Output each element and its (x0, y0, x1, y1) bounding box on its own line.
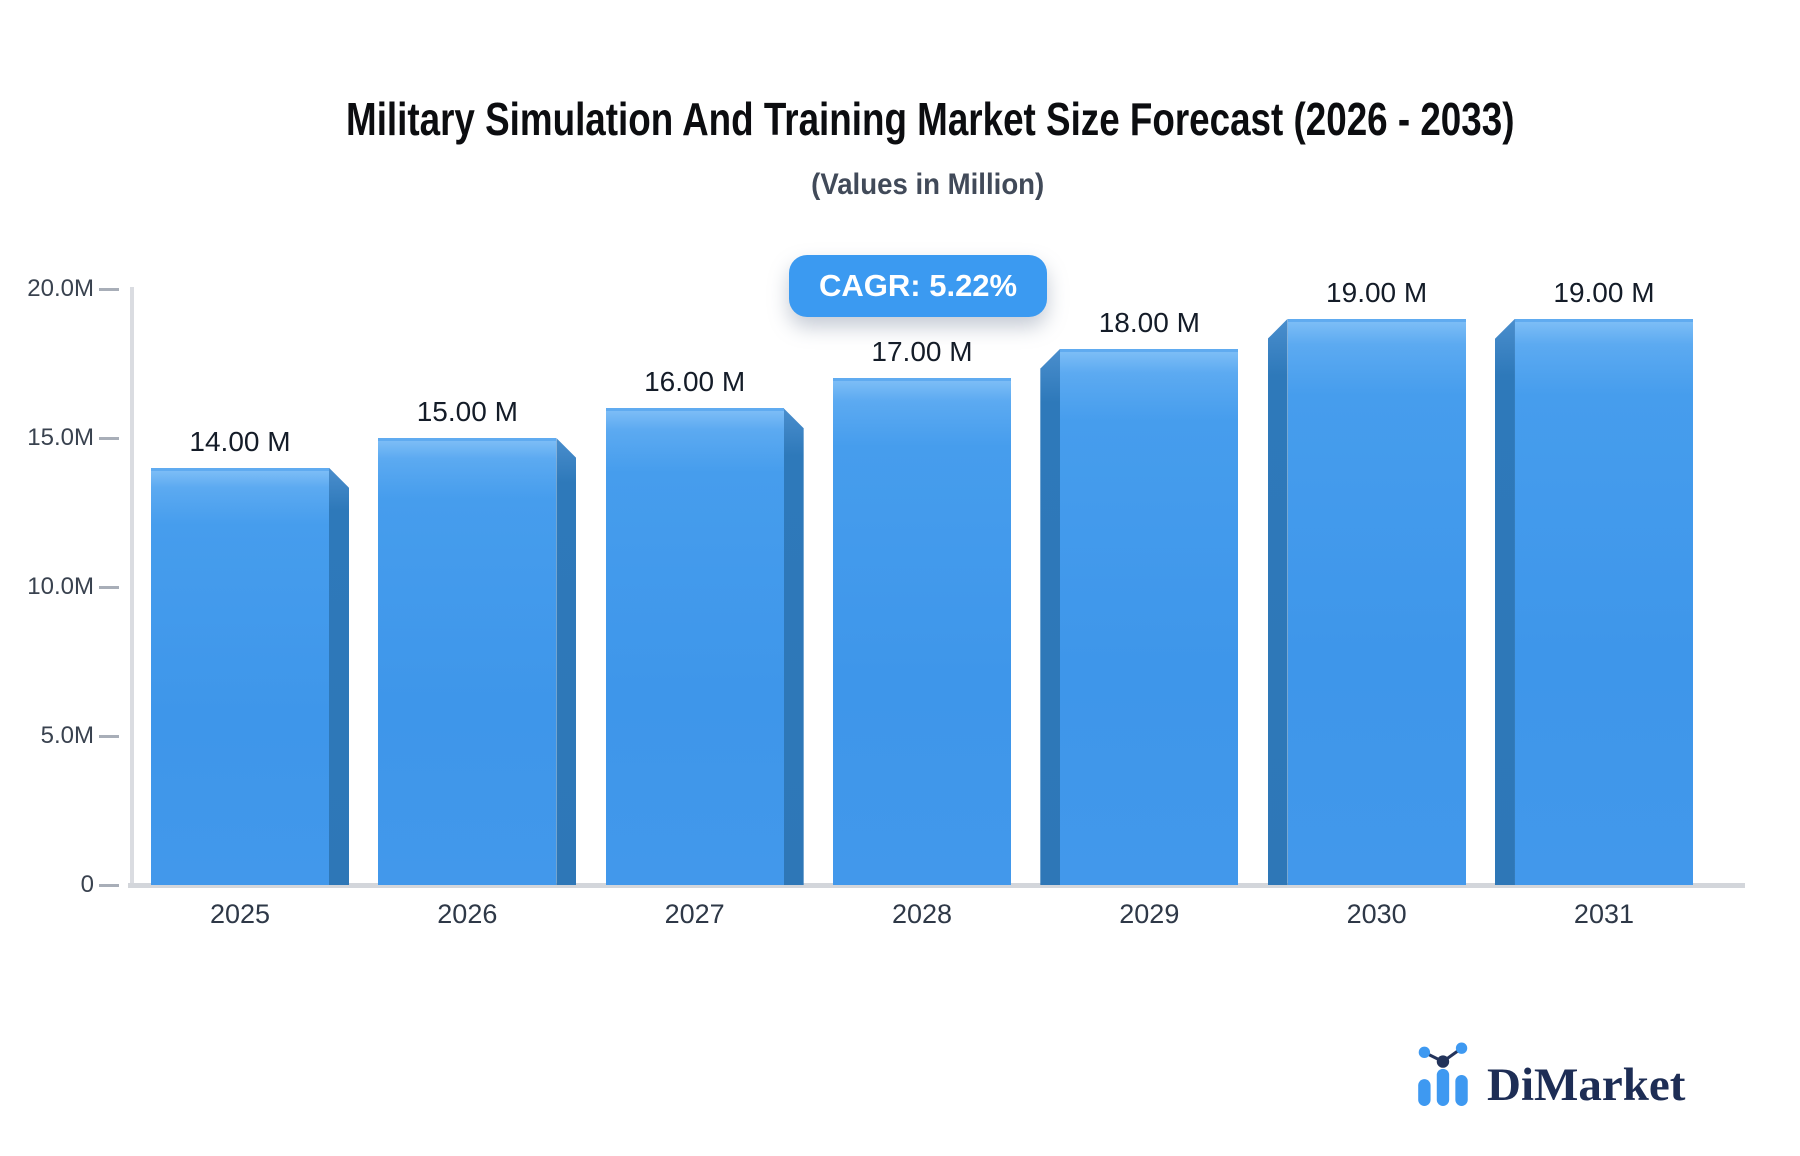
bar-2029 (1060, 348, 1239, 885)
bar-value-label: 19.00 M (1326, 276, 1428, 308)
bar-side-face (1040, 348, 1061, 885)
y-axis-line (130, 287, 134, 887)
bar-2025 (151, 467, 329, 885)
y-tick-label: 5.0M (40, 722, 94, 749)
bar-side-face (556, 438, 577, 885)
y-tick-label: 20.0M (27, 275, 94, 302)
bar-2031 (1514, 318, 1693, 885)
chart-title: Military Simulation And Training Market … (345, 93, 1515, 145)
y-tick-label: 10.0M (27, 573, 94, 600)
bar-value-label: 16.00 M (644, 366, 746, 398)
bar-side-face (783, 408, 804, 885)
x-axis-label: 2025 (209, 899, 271, 929)
y-tick (99, 883, 119, 887)
y-tick (99, 734, 119, 738)
x-axis-label: 2030 (1346, 899, 1407, 929)
bar-side-face (1267, 318, 1288, 885)
y-tick-label: 15.0M (27, 424, 94, 451)
y-tick (99, 287, 119, 291)
brand-logo-icon (1418, 1042, 1468, 1106)
x-axis-label: 2026 (437, 899, 498, 929)
bar-2027 (605, 408, 784, 885)
y-tick-label: 0 (80, 871, 94, 898)
bar-2030 (1287, 318, 1466, 885)
bar-2028 (832, 378, 1011, 885)
cagr-badge: CAGR: 5.22% (789, 255, 1048, 317)
bar-value-label: 17.00 M (871, 336, 973, 368)
y-tick (99, 585, 119, 589)
bar-value-label: 18.00 M (1098, 306, 1200, 338)
brand-logo-text: DiMarket (1487, 1059, 1686, 1111)
x-axis-line (128, 883, 1745, 888)
y-tick (99, 436, 119, 440)
bar-side-face (1494, 318, 1515, 885)
bar-value-label: 15.00 M (416, 396, 518, 427)
x-axis-label: 2031 (1573, 899, 1634, 929)
bar-side-face (329, 467, 349, 885)
bar-2026 (378, 438, 557, 885)
bar-value-label: 14.00 M (189, 425, 291, 457)
bar-value-label: 19.00 M (1553, 276, 1655, 308)
brand-logo: DiMarket (1413, 1040, 1686, 1111)
x-axis-label: 2029 (1119, 899, 1180, 929)
x-axis-label: 2027 (664, 899, 725, 929)
chart-subtitle: (Values in Million) (810, 168, 1045, 201)
x-axis-label: 2028 (891, 899, 953, 929)
